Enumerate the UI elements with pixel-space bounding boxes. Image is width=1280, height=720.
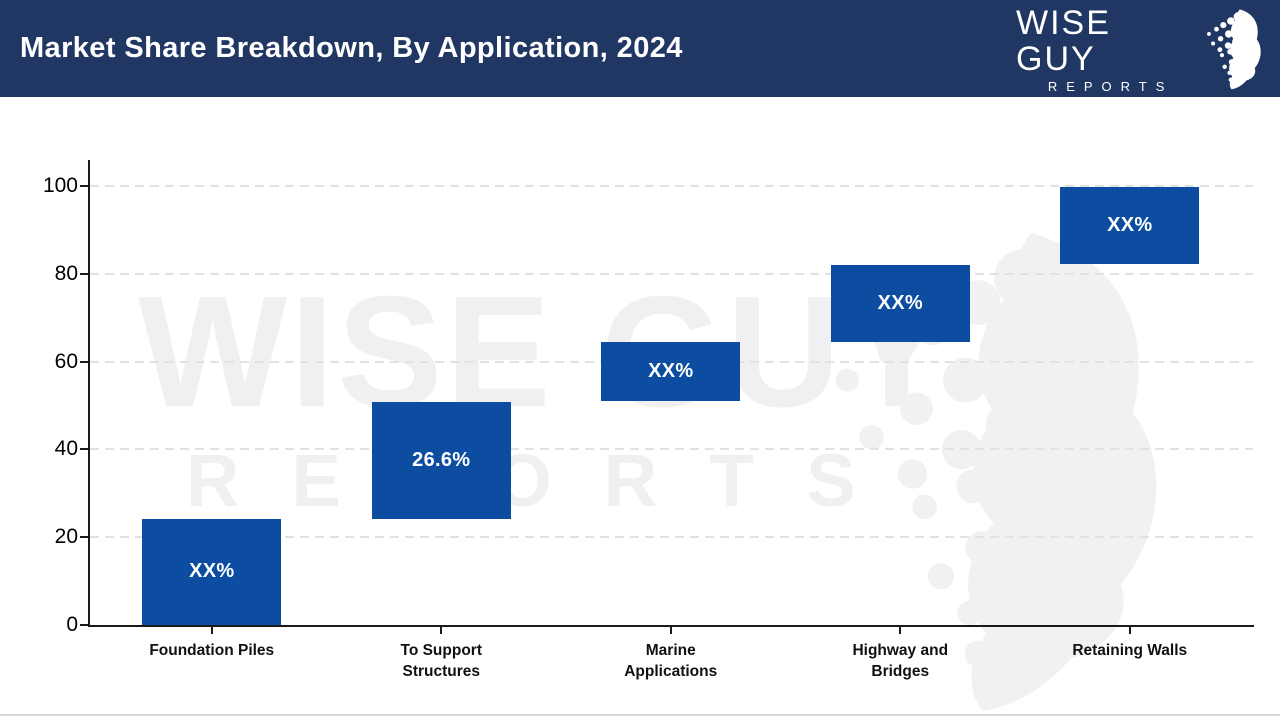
y-tick-40 [80,448,88,451]
watermark-brand-subname: REPORTS [186,439,908,522]
x-axis-label-marine-applications: Marine Applications [624,642,718,680]
y-tick-80 [80,272,88,275]
dotted-head-icon [1207,9,1261,90]
y-tick-20 [80,536,88,539]
gridline-100 [90,185,1253,187]
watermark-brand-name: WISE GUY [138,264,953,440]
x-axis-label-retaining-walls: Retaining Walls [1072,642,1188,659]
x-tick-highway-and-bridges [899,627,902,634]
x-tick-marine-applications [669,627,672,634]
brand-subname: REPORTS [1047,78,1174,94]
gridline-20 [90,536,1253,539]
brand-logo: WISE GUY REPORTS [1016,5,1268,94]
bar-marine-applications: XX% [601,342,741,402]
y-tick-60 [80,360,88,363]
y-tick-label-20: 20 [54,525,78,549]
bar-value-label: XX% [189,560,235,583]
brand-name: WISE GUY [1016,3,1111,78]
bar-value-label: 26.6% [412,448,471,471]
y-tick-label-80: 80 [54,261,78,285]
brand-logo-text: WISE GUY REPORTS [1016,5,1196,94]
bar-value-label: XX% [1107,213,1153,236]
y-tick-label-60: 60 [54,349,78,373]
bar-retaining-walls: XX% [1060,186,1200,264]
x-axis-line [88,625,1254,627]
x-tick-foundation-piles [210,627,213,634]
bottom-border-line [0,714,1280,716]
page-title: Market Share Breakdown, By Application, … [20,32,683,64]
y-tick-label-0: 0 [66,613,78,636]
x-tick-to-support-structures [440,627,443,634]
bar-foundation-piles: XX% [142,518,282,625]
gridline-80 [90,272,1253,275]
y-axis-line [88,160,90,627]
bar-to-support-structures: 26.6% [371,401,511,519]
x-tick-retaining-walls [1128,627,1131,634]
x-axis-label-foundation-piles: Foundation Piles [149,642,275,659]
gridline-40 [90,448,1253,451]
y-tick-0 [80,624,88,626]
y-tick-label-40: 40 [54,437,78,461]
y-tick-100 [80,185,88,187]
bar-highway-and-bridges: XX% [830,265,970,343]
x-axis-label-to-support-structures: To Support Structures [400,642,483,680]
x-axis-label-highway-and-bridges: Highway and Bridges [852,642,949,680]
header-bar: Market Share Breakdown, By Application, … [0,0,1280,97]
bar-value-label: XX% [648,360,694,383]
bar-value-label: XX% [877,292,923,315]
y-tick-label-100: 100 [42,174,78,197]
